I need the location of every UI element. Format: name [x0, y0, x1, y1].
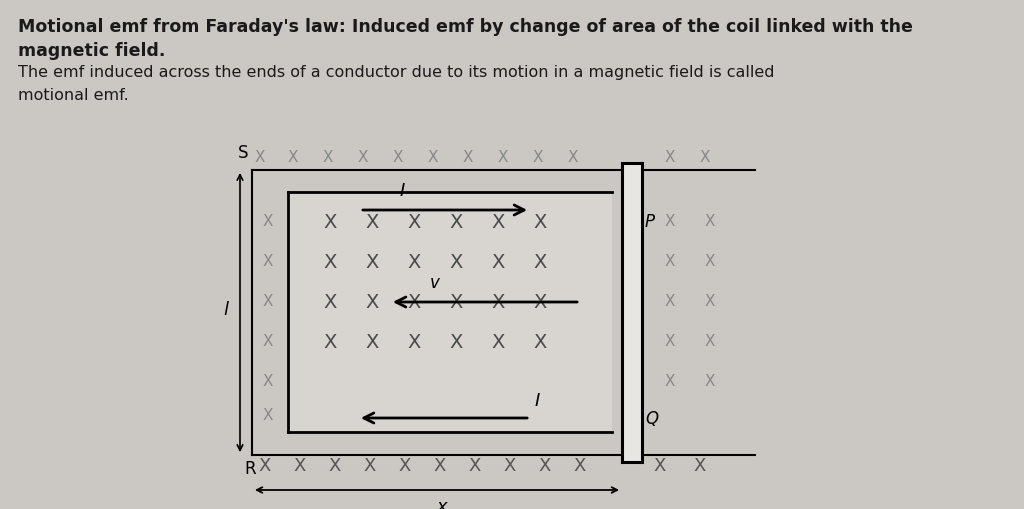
Text: X: X [450, 212, 463, 232]
Text: l: l [223, 301, 228, 319]
Text: magnetic field.: magnetic field. [18, 42, 165, 60]
Text: X: X [694, 457, 707, 475]
Text: X: X [288, 151, 298, 165]
Text: X: X [408, 293, 421, 312]
Text: X: X [294, 457, 306, 475]
Text: X: X [357, 151, 369, 165]
Text: X: X [366, 252, 379, 271]
Text: X: X [665, 375, 675, 389]
Bar [288, 192, 612, 432]
Text: X: X [705, 254, 715, 269]
Text: I: I [535, 392, 541, 410]
Text: X: X [492, 212, 505, 232]
Text: X: X [450, 293, 463, 312]
Text: X: X [263, 334, 273, 350]
Text: X: X [263, 214, 273, 230]
Text: x: x [436, 498, 447, 509]
Text: X: X [665, 254, 675, 269]
Text: X: X [705, 334, 715, 350]
Text: X: X [408, 332, 421, 352]
Text: X: X [450, 332, 463, 352]
Text: X: X [665, 214, 675, 230]
Text: X: X [534, 332, 547, 352]
Text: X: X [534, 293, 547, 312]
Text: X: X [450, 252, 463, 271]
Text: X: X [263, 408, 273, 422]
Text: X: X [469, 457, 481, 475]
Text: X: X [532, 151, 544, 165]
Text: X: X [492, 293, 505, 312]
Text: X: X [366, 212, 379, 232]
Text: X: X [699, 151, 711, 165]
Text: X: X [324, 293, 337, 312]
Text: X: X [705, 295, 715, 309]
Text: X: X [408, 212, 421, 232]
Text: X: X [398, 457, 412, 475]
Text: Q: Q [645, 410, 658, 428]
Text: X: X [323, 151, 333, 165]
Text: v: v [430, 274, 440, 292]
Text: X: X [366, 332, 379, 352]
Text: X: X [534, 252, 547, 271]
Text: X: X [573, 457, 586, 475]
Text: X: X [259, 457, 271, 475]
Text: X: X [705, 214, 715, 230]
Text: X: X [428, 151, 438, 165]
Text: X: X [263, 295, 273, 309]
Text: X: X [539, 457, 551, 475]
Text: X: X [567, 151, 579, 165]
Text: X: X [329, 457, 341, 475]
Text: P: P [645, 213, 655, 231]
Text: X: X [492, 252, 505, 271]
Text: X: X [366, 293, 379, 312]
Text: R: R [245, 460, 256, 478]
Text: X: X [408, 252, 421, 271]
Text: The emf induced across the ends of a conductor due to its motion in a magnetic f: The emf induced across the ends of a con… [18, 65, 774, 80]
Text: S: S [238, 144, 248, 162]
Text: X: X [393, 151, 403, 165]
Text: motional emf.: motional emf. [18, 88, 129, 103]
Text: X: X [263, 375, 273, 389]
Text: X: X [263, 254, 273, 269]
Text: X: X [498, 151, 508, 165]
Bar [622, 163, 642, 462]
Text: X: X [705, 375, 715, 389]
Text: X: X [665, 151, 675, 165]
Text: X: X [492, 332, 505, 352]
Text: X: X [653, 457, 667, 475]
Text: X: X [324, 212, 337, 232]
Text: X: X [364, 457, 376, 475]
Text: X: X [434, 457, 446, 475]
Text: Motional emf from Faraday's law: Induced emf by change of area of the coil linke: Motional emf from Faraday's law: Induced… [18, 18, 912, 36]
Text: I: I [400, 182, 406, 200]
Text: X: X [504, 457, 516, 475]
Text: X: X [324, 332, 337, 352]
Text: X: X [324, 252, 337, 271]
Text: X: X [665, 295, 675, 309]
Text: X: X [665, 334, 675, 350]
Text: X: X [255, 151, 265, 165]
Text: X: X [534, 212, 547, 232]
Text: X: X [463, 151, 473, 165]
